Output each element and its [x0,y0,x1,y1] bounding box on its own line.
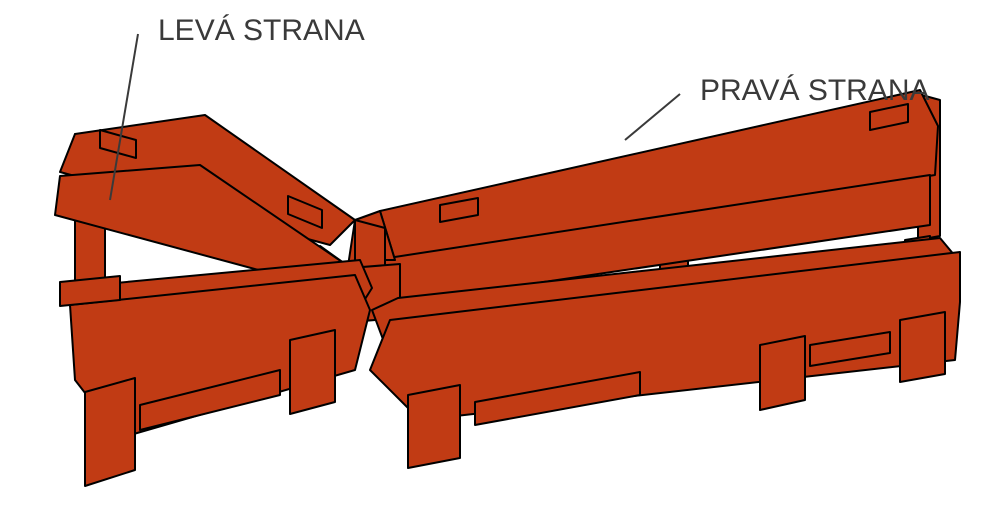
pointer-right [625,94,680,140]
bench-part-left-leg-front-r [290,330,335,414]
label-left-side: LEVÁ STRANA [158,14,365,48]
bench-part-right-leg-l [408,385,460,468]
bench-part-left-leg-front-l [85,378,135,486]
bench-part-right-leg-m [760,336,805,410]
bench-part-right-leg-r [900,312,945,382]
label-right-side: PRAVÁ STRANA [700,74,930,108]
bench-part-left-arm [60,276,120,306]
diagram-stage: LEVÁ STRANA PRAVÁ STRANA [0,0,994,532]
